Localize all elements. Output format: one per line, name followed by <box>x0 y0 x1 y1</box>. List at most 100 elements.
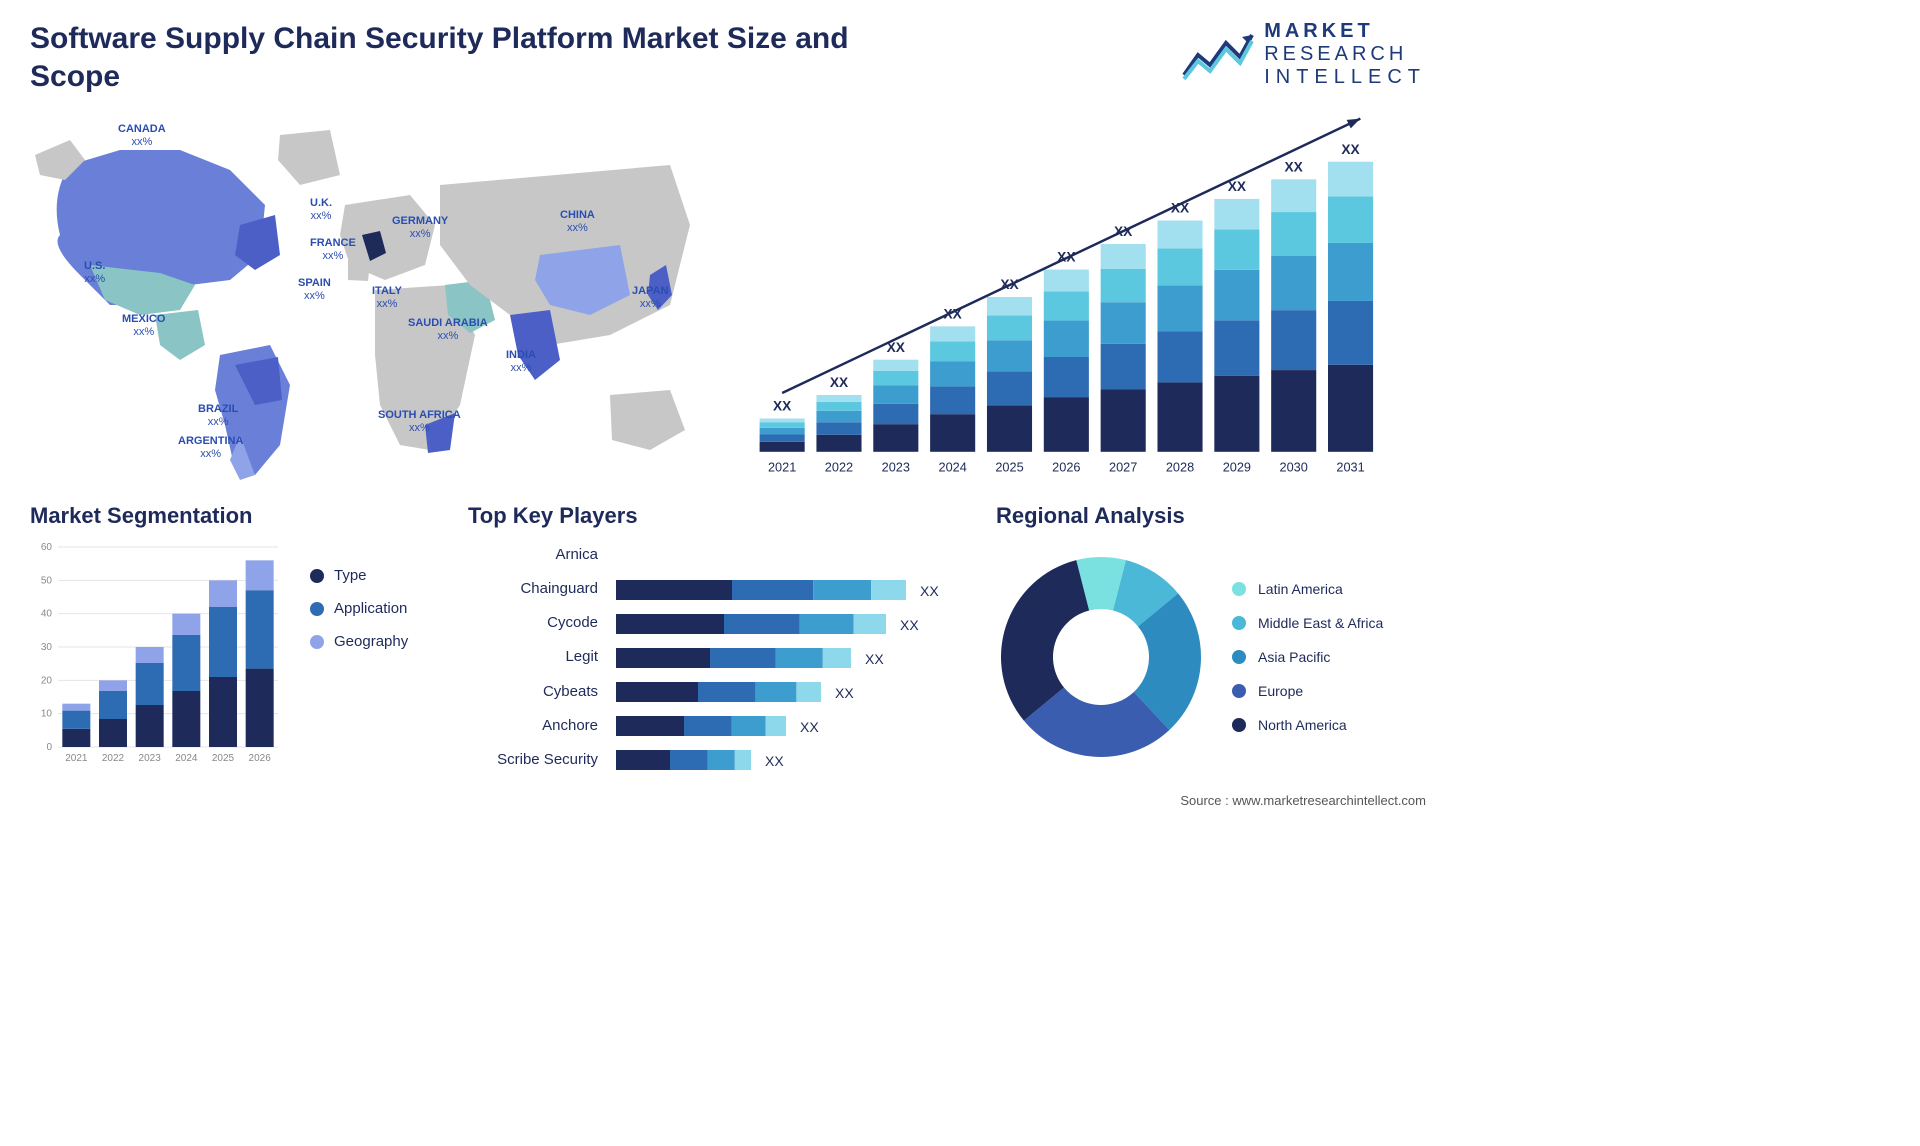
player-bar-segment <box>871 580 906 600</box>
growth-bar-segment <box>1328 243 1373 301</box>
growth-bar-segment <box>930 341 975 361</box>
growth-bar-segment <box>930 387 975 415</box>
growth-bar-segment <box>873 385 918 403</box>
player-bar-value: XX <box>835 685 854 701</box>
page-title: Software Supply Chain Security Platform … <box>30 20 890 95</box>
market-growth-chart: XX2021XX2022XX2023XX2024XX2025XX2026XX20… <box>740 105 1426 485</box>
seg-legend-item: Application <box>310 600 408 617</box>
growth-bar-segment <box>873 371 918 386</box>
growth-bar-segment <box>873 424 918 452</box>
svg-text:10: 10 <box>41 709 53 720</box>
player-bar-segment <box>755 682 796 702</box>
map-country-label: SOUTH AFRICAxx% <box>378 409 461 435</box>
map-country-label: CHINAxx% <box>560 209 595 235</box>
player-bar-segment <box>735 750 751 770</box>
growth-bar-segment <box>930 414 975 452</box>
growth-bar-segment <box>873 404 918 424</box>
logo-text-2: RESEARCH <box>1264 43 1426 66</box>
growth-bar-segment <box>1101 389 1146 451</box>
growth-bar-segment <box>1271 310 1316 370</box>
map-country-label: JAPANxx% <box>632 285 668 311</box>
seg-bar-segment <box>209 580 237 607</box>
player-bar-segment <box>766 716 786 736</box>
player-name: Anchore <box>468 717 598 734</box>
svg-text:2022: 2022 <box>102 753 125 764</box>
svg-text:30: 30 <box>41 642 53 653</box>
growth-bar-segment <box>1271 212 1316 256</box>
growth-bar-segment <box>1157 221 1202 249</box>
player-bar-value: XX <box>800 719 819 735</box>
player-name: Legit <box>468 648 598 665</box>
growth-bar-segment <box>1214 376 1259 452</box>
regional-panel: Regional Analysis Latin AmericaMiddle Ea… <box>996 503 1426 803</box>
regional-donut-svg <box>996 552 1206 762</box>
growth-bar-segment <box>930 361 975 386</box>
regional-title: Regional Analysis <box>996 503 1426 529</box>
growth-bar-year: 2022 <box>825 459 853 474</box>
growth-bar-segment <box>1328 365 1373 452</box>
player-bar-segment <box>670 750 708 770</box>
svg-text:40: 40 <box>41 609 53 620</box>
map-country-label: ITALYxx% <box>372 285 402 311</box>
map-country-label: U.S.xx% <box>84 260 105 286</box>
growth-bar-segment <box>1044 357 1089 397</box>
seg-bar-segment <box>246 560 274 590</box>
region-legend-item: Latin America <box>1232 581 1383 597</box>
segmentation-title: Market Segmentation <box>30 503 450 529</box>
map-country-label: BRAZILxx% <box>198 403 238 429</box>
logo-text-3: INTELLECT <box>1264 66 1426 89</box>
growth-bar-segment <box>1157 332 1202 383</box>
player-bar-segment <box>710 648 776 668</box>
region-legend-item: Asia Pacific <box>1232 649 1383 665</box>
map-country-label: CANADAxx% <box>118 123 166 149</box>
growth-bar-segment <box>1101 344 1146 390</box>
growth-bar-segment <box>760 442 805 452</box>
player-bar-value: XX <box>920 583 939 599</box>
seg-bar-segment <box>62 711 90 729</box>
svg-text:20: 20 <box>41 675 53 686</box>
map-country-label: SAUDI ARABIAxx% <box>408 317 488 343</box>
seg-bar-segment <box>209 677 237 747</box>
player-name: Chainguard <box>468 580 598 597</box>
segmentation-chart-svg: 0102030405060202120222023202420252026 <box>30 537 290 777</box>
region-legend-item: Europe <box>1232 683 1383 699</box>
infographic-container: Software Supply Chain Security Platform … <box>0 0 1456 816</box>
growth-bar-segment <box>1214 229 1259 269</box>
growth-bar-segment <box>1044 397 1089 452</box>
player-name-list: ArnicaChainguardCycodeLegitCybeatsAnchor… <box>468 537 598 777</box>
brand-logo: MARKET RESEARCH INTELLECT <box>1182 20 1426 89</box>
top-section: CANADAxx%U.S.xx%MEXICOxx%BRAZILxx%ARGENT… <box>30 105 1426 485</box>
player-bar-segment <box>616 580 732 600</box>
growth-bar-segment <box>1214 270 1259 321</box>
growth-bar-segment <box>1271 256 1316 310</box>
logo-icon <box>1182 29 1254 81</box>
player-bar-segment <box>684 716 732 736</box>
growth-bar-segment <box>873 360 918 371</box>
growth-bar-segment <box>987 340 1032 371</box>
growth-bar-segment <box>987 371 1032 405</box>
player-bar-segment <box>796 682 821 702</box>
svg-text:2023: 2023 <box>139 753 162 764</box>
seg-bar-segment <box>246 590 274 668</box>
seg-legend-item: Type <box>310 567 408 584</box>
growth-bar-segment <box>987 405 1032 451</box>
header-row: Software Supply Chain Security Platform … <box>30 20 1426 95</box>
seg-bar-segment <box>246 669 274 747</box>
region-legend-item: North America <box>1232 717 1383 733</box>
source-attribution: Source : www.marketresearchintellect.com <box>1180 793 1426 808</box>
growth-bar-segment <box>1044 291 1089 320</box>
player-bar-segment <box>823 648 851 668</box>
world-map-area: CANADAxx%U.S.xx%MEXICOxx%BRAZILxx%ARGENT… <box>30 105 710 485</box>
player-bar-segment <box>724 614 800 634</box>
growth-bar-segment <box>1271 179 1316 212</box>
player-bar-value: XX <box>865 651 884 667</box>
segmentation-legend: Type Application Geography <box>310 537 408 666</box>
growth-bar-year: 2028 <box>1166 459 1194 474</box>
growth-bar-value: XX <box>1341 142 1360 157</box>
seg-legend-item: Geography <box>310 633 408 650</box>
player-bar-segment <box>800 614 854 634</box>
growth-bar-segment <box>760 422 805 427</box>
map-country-label: SPAINxx% <box>298 277 331 303</box>
growth-bar-segment <box>1328 197 1373 243</box>
player-bar-segment <box>616 750 670 770</box>
